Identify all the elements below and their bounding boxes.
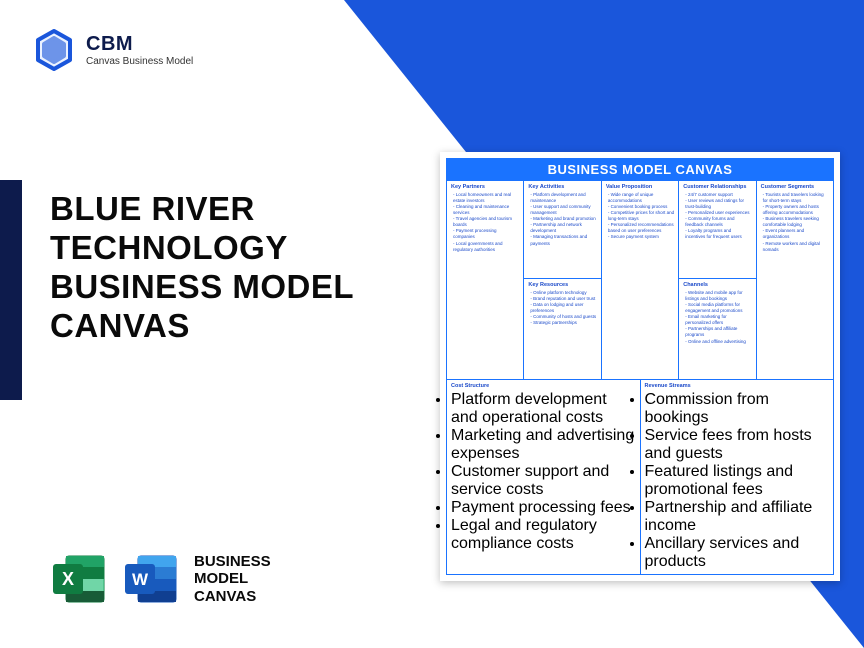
- canvas-panel: BUSINESS MODEL CANVAS Key Partners Local…: [440, 152, 840, 581]
- list-item: Competitive prices for short and long-te…: [608, 210, 674, 222]
- svg-text:W: W: [132, 570, 149, 589]
- list-item: Travel agencies and tourism boards: [453, 216, 519, 228]
- list-item: Secure payment system: [608, 234, 674, 240]
- list-item: Partnerships and affiliate programs: [685, 326, 751, 338]
- list-item: User support and community management: [530, 204, 596, 216]
- list-item: Strategic partnerships: [530, 320, 596, 326]
- cell-title: Customer Relationships: [683, 184, 751, 190]
- headline-text: BLUE RIVER TECHNOLOGY BUSINESS MODEL CAN…: [50, 190, 410, 346]
- list-cost: Platform development and operational cos…: [451, 391, 636, 553]
- list-item: Cleaning and maintenance services: [453, 204, 519, 216]
- cell-revenue-streams: Revenue Streams Commission from bookings…: [641, 380, 834, 574]
- cell-title: Cost Structure: [451, 383, 636, 389]
- list-item: Ancillary services and products: [645, 535, 830, 571]
- list-item: Data on lodging and user preferences: [530, 302, 596, 314]
- col-cust-seg: Customer Segments Tourists and travelers…: [757, 181, 833, 379]
- list-item: Online and offline advertising: [685, 339, 751, 345]
- list-item: Payment processing companies: [453, 228, 519, 240]
- list-key-partners: Local homeowners and real estate investo…: [451, 192, 519, 253]
- list-cust-rel: 24/7 customer supportUser reviews and ra…: [683, 192, 751, 241]
- list-item: Business travelers seeking comfortable l…: [763, 216, 829, 228]
- list-item: Partnership and affiliate income: [645, 499, 830, 535]
- list-key-activities: Platform development and maintenanceUser…: [528, 192, 596, 247]
- list-item: Platform development and operational cos…: [451, 391, 636, 427]
- list-item: Customer support and service costs: [451, 463, 636, 499]
- cell-title: Key Resources: [528, 282, 596, 288]
- list-item: Remote workers and digital nomads: [763, 241, 829, 253]
- col-key-partners: Key Partners Local homeowners and real e…: [447, 181, 524, 379]
- cell-title: Revenue Streams: [645, 383, 830, 389]
- svg-text:X: X: [62, 569, 74, 589]
- list-item: Payment processing fees: [451, 499, 636, 517]
- logo: CBM Canvas Business Model: [32, 28, 193, 72]
- list-key-resources: Online platform technologyBrand reputati…: [528, 290, 596, 326]
- list-item: Event planners and organizations: [763, 228, 829, 240]
- list-item: Social media platforms for engagement an…: [685, 302, 751, 314]
- list-item: Website and mobile app for listings and …: [685, 290, 751, 302]
- cell-title: Customer Segments: [761, 184, 829, 190]
- list-value-prop: Wide range of unique accommodationsConve…: [606, 192, 674, 241]
- cell-title: Key Activities: [528, 184, 596, 190]
- list-cust-seg: Tourists and travelers looking for short…: [761, 192, 829, 253]
- list-item: Legal and regulatory compliance costs: [451, 517, 636, 553]
- list-item: Featured listings and promotional fees: [645, 463, 830, 499]
- footer-badges: X W BUSINESS MODEL CANVAS: [50, 550, 271, 608]
- list-item: Platform development and maintenance: [530, 192, 596, 204]
- word-icon: W: [122, 550, 180, 608]
- list-item: Email marketing for personalized offers: [685, 314, 751, 326]
- list-item: Property owners and hosts offering accom…: [763, 204, 829, 216]
- col-activities-resources: Key Activities Platform development and …: [524, 181, 601, 379]
- cell-title: Value Proposition: [606, 184, 674, 190]
- list-item: Service fees from hosts and guests: [645, 427, 830, 463]
- canvas-title: BUSINESS MODEL CANVAS: [446, 158, 834, 181]
- list-item: Commission from bookings: [645, 391, 830, 427]
- cell-cost-structure: Cost Structure Platform development and …: [447, 380, 641, 574]
- list-item: Local homeowners and real estate investo…: [453, 192, 519, 204]
- list-item: Marketing and advertising expenses: [451, 427, 636, 463]
- col-relationships-channels: Customer Relationships 24/7 customer sup…: [679, 181, 756, 379]
- list-item: Local governments and regulatory authori…: [453, 241, 519, 253]
- list-item: Personalized recommendations based on us…: [608, 222, 674, 234]
- headline: BLUE RIVER TECHNOLOGY BUSINESS MODEL CAN…: [50, 190, 410, 346]
- list-item: Tourists and travelers looking for short…: [763, 192, 829, 204]
- col-value-prop: Value Proposition Wide range of unique a…: [602, 181, 679, 379]
- list-item: Managing transactions and payments: [530, 234, 596, 246]
- list-item: Wide range of unique accommodations: [608, 192, 674, 204]
- cell-title: Key Partners: [451, 184, 519, 190]
- list-channels: Website and mobile app for listings and …: [683, 290, 751, 345]
- logo-icon: [32, 28, 76, 72]
- list-item: Partnership and network development: [530, 222, 596, 234]
- brand-name: CBM: [86, 33, 193, 56]
- list-item: User reviews and ratings for trust-build…: [685, 198, 751, 210]
- footer-label: BUSINESS MODEL CANVAS: [194, 553, 271, 605]
- list-item: Loyalty programs and incentives for freq…: [685, 228, 751, 240]
- excel-icon: X: [50, 550, 108, 608]
- left-accent-bar: [0, 180, 22, 400]
- brand-subtitle: Canvas Business Model: [86, 56, 193, 67]
- cell-title: Channels: [683, 282, 751, 288]
- list-item: Community forums and feedback channels: [685, 216, 751, 228]
- list-revenue: Commission from bookingsService fees fro…: [645, 391, 830, 571]
